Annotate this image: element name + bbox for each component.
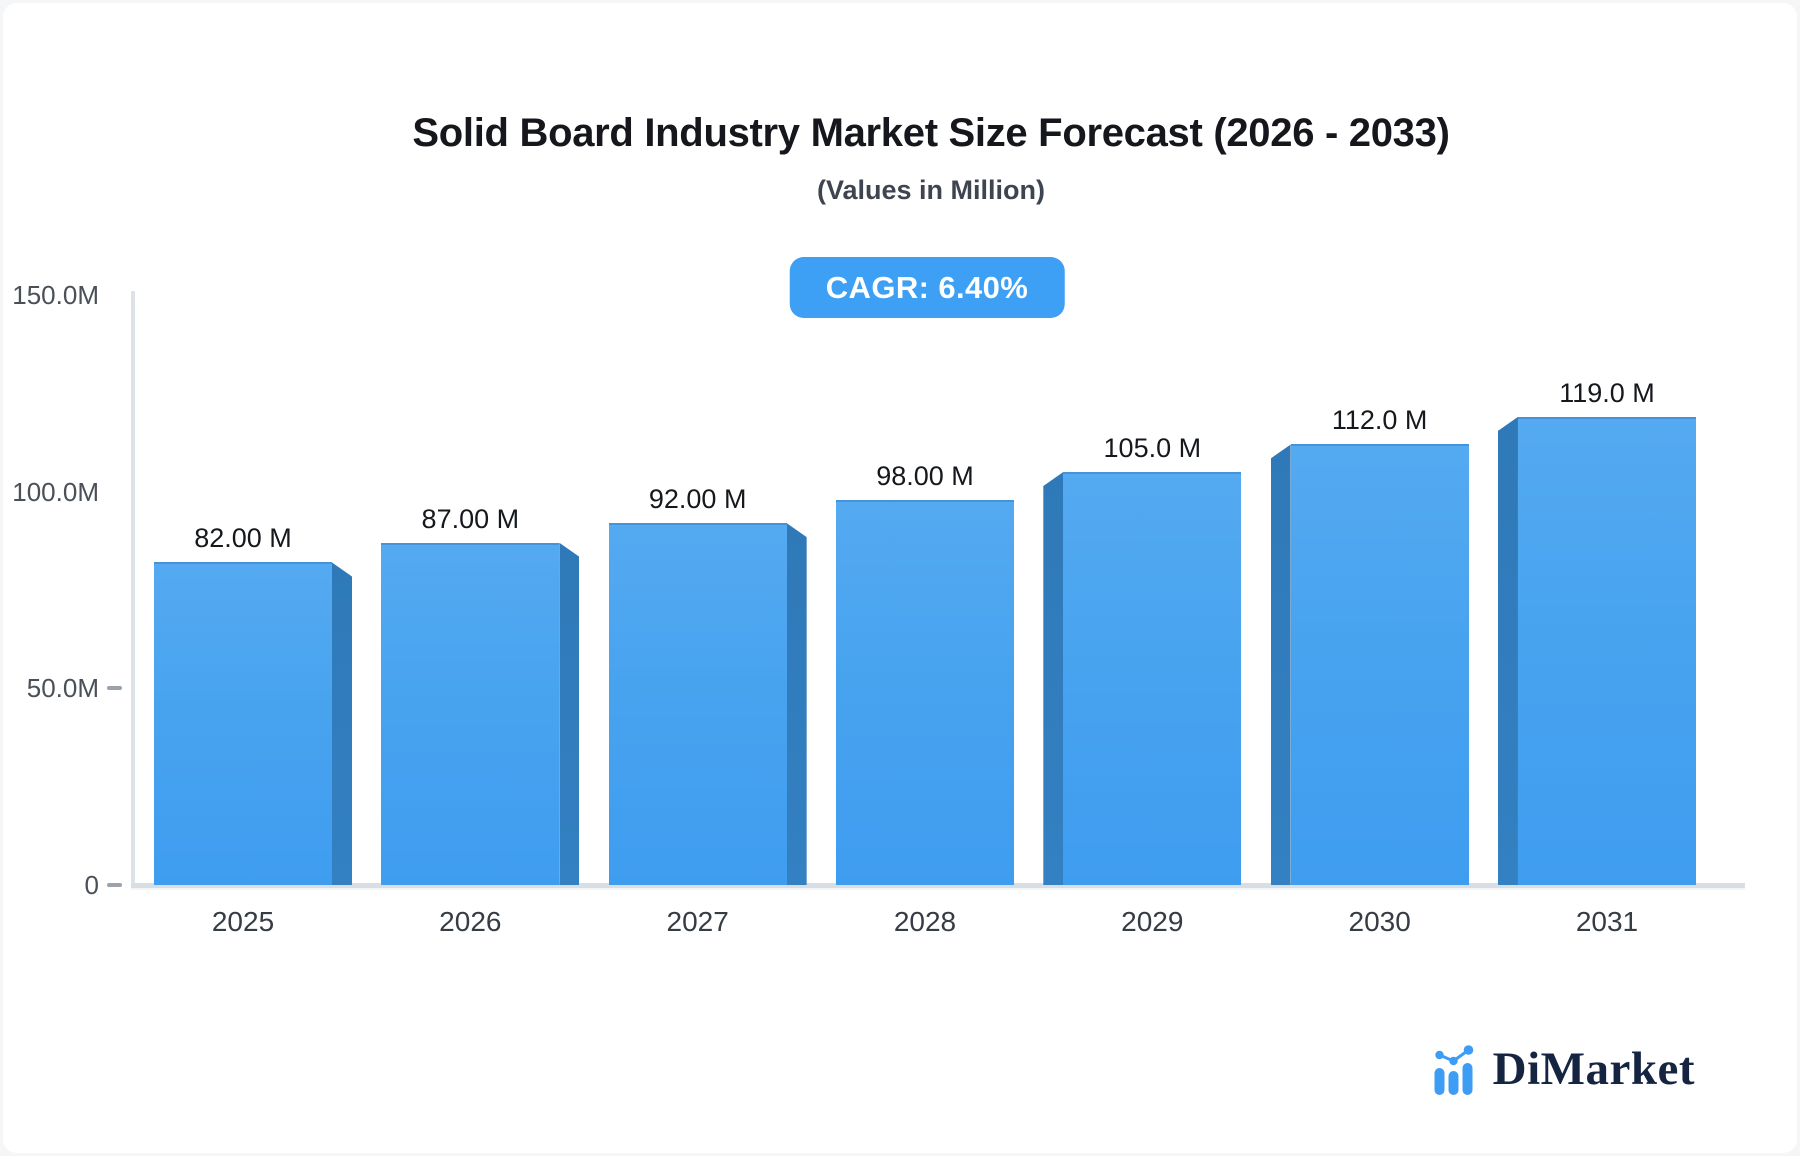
bar-value-label: 82.00 M [194,523,292,554]
bar-value-label: 98.00 M [876,460,974,491]
bar[interactable] [154,562,332,885]
bar-line-chart-icon [1434,1045,1473,1095]
x-axis-tick-label: 2031 [1575,906,1639,937]
bar-3d-side [332,562,352,885]
x-axis-tick-label: 2030 [1348,906,1411,937]
y-axis-tick-label: 150.0M [12,280,99,310]
x-axis-tick-label: 2029 [1121,906,1184,937]
bar-3d-side [559,542,580,885]
bar[interactable] [835,499,1014,885]
y-axis-tick-label: 100.0M [12,476,99,507]
x-axis-tick-label: 2025 [211,906,275,937]
x-axis-line [131,883,1745,888]
cagr-badge-label: CAGR: 6.40% [825,269,1029,305]
chart-title: Solid Board Industry Market Size Forecas… [412,111,1450,155]
bar-3d-side [1270,444,1291,885]
bar-3d-side [786,523,807,885]
bar[interactable] [1063,472,1242,885]
chart-card: Solid Board Industry Market Size Forecas… [3,3,1797,1153]
x-axis-tick-label: 2027 [666,906,729,937]
y-axis-tick-label: 0 [84,870,99,900]
bar-3d-side [1497,416,1518,885]
bar[interactable] [608,523,787,885]
bar-value-label: 119.0 M [1559,377,1655,408]
bar-value-label: 87.00 M [421,503,520,534]
bar[interactable] [381,542,560,885]
logo-wordmark: DiMarket [1492,1042,1695,1095]
y-axis-tick-mark [107,883,122,887]
bar-chart: 150.0M 100.0M 50.0M 0 82.00 M 2025 87.00 M 2026… [3,3,1797,1153]
chart-subtitle: (Values in Million) [816,175,1046,205]
cagr-badge: CAGR: 6.40% [789,257,1065,318]
bar[interactable] [1517,416,1696,885]
bar[interactable] [1290,444,1469,885]
x-axis-tick-label: 2028 [893,906,957,937]
bar-value-label: 92.00 M [648,484,747,515]
y-axis-tick-label: 50.0M [26,673,99,704]
bar-3d-side [1043,472,1064,885]
bar-value-label: 105.0 M [1103,433,1202,463]
dimarket-logo: DiMarket [1433,1041,1695,1097]
y-axis-tick-mark [107,686,122,691]
bar-value-label: 112.0 M [1331,405,1428,436]
y-axis-line [131,291,135,883]
x-axis-tick-label: 2026 [439,906,502,937]
